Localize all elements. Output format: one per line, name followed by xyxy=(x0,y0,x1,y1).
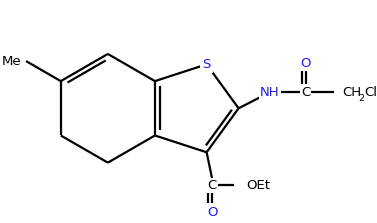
Text: O: O xyxy=(300,57,311,70)
Text: C: C xyxy=(208,179,217,192)
Text: S: S xyxy=(202,58,211,71)
Text: Me: Me xyxy=(2,55,21,68)
Text: 2: 2 xyxy=(358,93,364,103)
Text: C: C xyxy=(301,86,310,99)
Text: NH: NH xyxy=(260,86,280,99)
Text: OEt: OEt xyxy=(247,179,271,192)
Text: O: O xyxy=(207,206,218,219)
Text: CH: CH xyxy=(343,86,362,99)
Text: Cl: Cl xyxy=(365,86,377,99)
